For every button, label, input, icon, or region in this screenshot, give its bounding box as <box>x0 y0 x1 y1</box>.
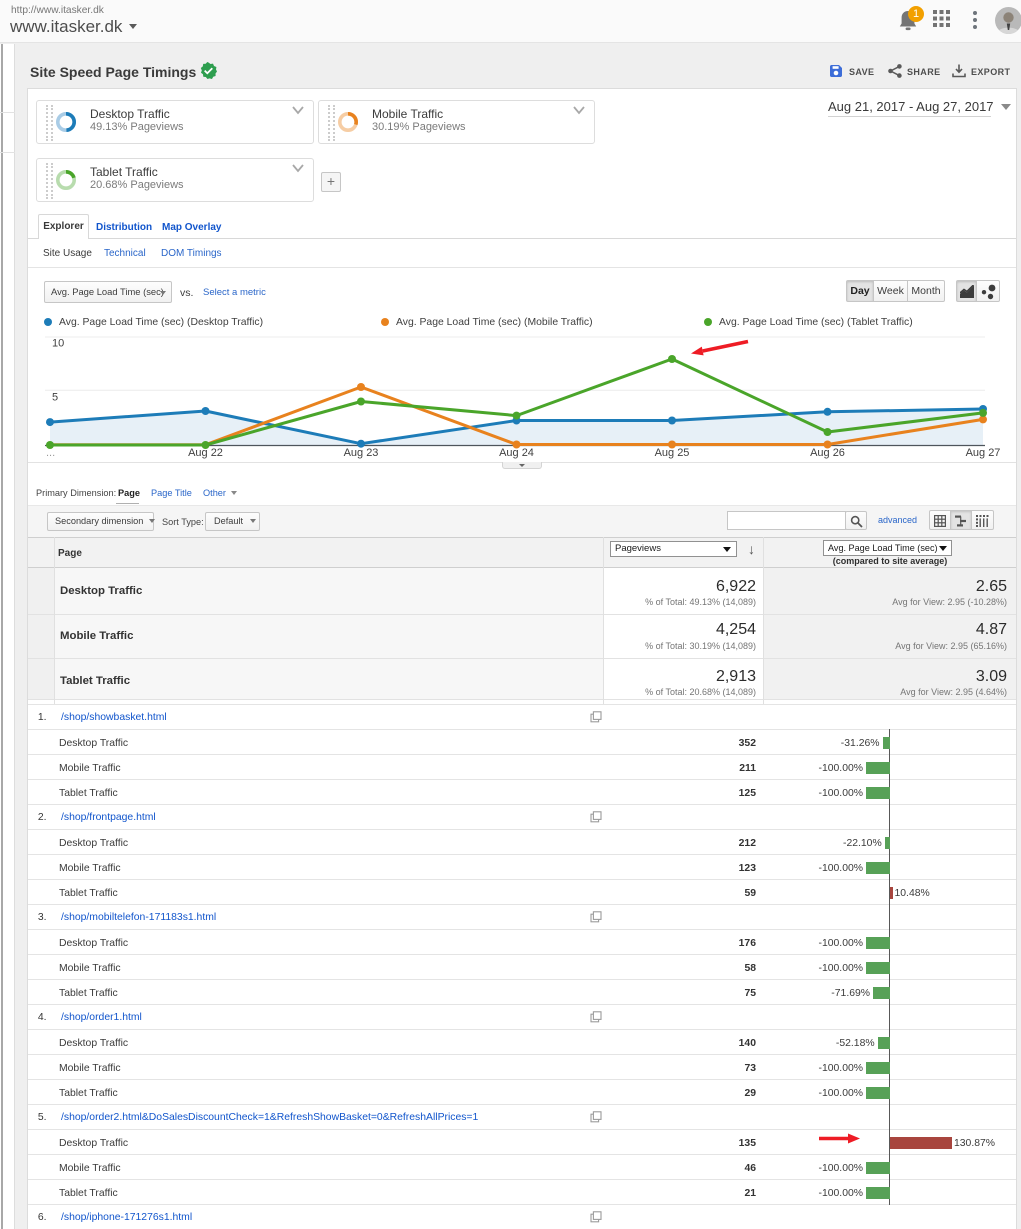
svg-text:Aug 27: Aug 27 <box>966 447 1001 459</box>
svg-text:Aug 26: Aug 26 <box>810 447 845 459</box>
svg-text:Aug 23: Aug 23 <box>344 447 379 459</box>
svg-text:...: ... <box>46 447 55 459</box>
svg-text:Aug 25: Aug 25 <box>655 447 690 459</box>
svg-text:5: 5 <box>52 392 58 404</box>
svg-text:Aug 24: Aug 24 <box>499 447 534 459</box>
svg-text:Aug 22: Aug 22 <box>188 447 223 459</box>
svg-text:10: 10 <box>52 338 64 350</box>
